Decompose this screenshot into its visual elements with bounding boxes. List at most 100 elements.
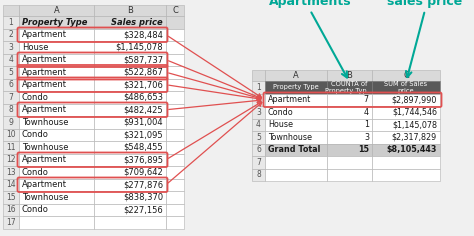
Text: 5: 5 [9, 68, 13, 77]
Text: Condo: Condo [22, 168, 49, 177]
Text: 4: 4 [256, 120, 261, 129]
Text: $522,867: $522,867 [123, 68, 163, 77]
Text: $587,737: $587,737 [123, 55, 163, 64]
FancyBboxPatch shape [19, 91, 94, 104]
FancyBboxPatch shape [372, 143, 440, 156]
Text: $2,317,829: $2,317,829 [392, 133, 437, 142]
FancyBboxPatch shape [94, 104, 166, 116]
FancyBboxPatch shape [19, 54, 94, 66]
FancyBboxPatch shape [372, 81, 440, 93]
Text: $227,156: $227,156 [123, 205, 163, 214]
FancyBboxPatch shape [372, 93, 440, 106]
FancyBboxPatch shape [3, 166, 19, 178]
Text: 14: 14 [6, 180, 16, 189]
Text: 15: 15 [358, 145, 369, 154]
FancyBboxPatch shape [3, 191, 19, 203]
Text: $709,642: $709,642 [123, 168, 163, 177]
FancyBboxPatch shape [327, 81, 372, 93]
Text: 3: 3 [364, 133, 369, 142]
FancyBboxPatch shape [265, 118, 327, 131]
FancyBboxPatch shape [19, 203, 94, 216]
FancyBboxPatch shape [19, 29, 94, 41]
Text: House: House [268, 120, 293, 129]
FancyBboxPatch shape [94, 5, 166, 16]
Text: 10: 10 [6, 130, 16, 139]
Text: 13: 13 [6, 168, 16, 177]
FancyBboxPatch shape [372, 106, 440, 118]
FancyBboxPatch shape [3, 16, 19, 29]
Text: 3: 3 [256, 108, 261, 117]
FancyBboxPatch shape [372, 118, 440, 131]
Text: 15: 15 [6, 193, 16, 202]
FancyBboxPatch shape [252, 70, 265, 81]
FancyBboxPatch shape [3, 178, 19, 191]
Text: Townhouse: Townhouse [22, 193, 69, 202]
FancyBboxPatch shape [265, 81, 327, 93]
FancyBboxPatch shape [372, 169, 440, 181]
Text: 7: 7 [9, 93, 13, 102]
Text: 6: 6 [9, 80, 13, 89]
FancyBboxPatch shape [166, 153, 184, 166]
Text: Townhouse: Townhouse [268, 133, 312, 142]
FancyBboxPatch shape [372, 156, 440, 169]
FancyBboxPatch shape [166, 216, 184, 228]
FancyBboxPatch shape [252, 143, 265, 156]
FancyBboxPatch shape [327, 106, 372, 118]
Text: Count of
Apartments: Count of Apartments [269, 0, 351, 8]
Text: Grand Total: Grand Total [268, 145, 320, 154]
Text: Townhouse: Townhouse [22, 143, 69, 152]
FancyBboxPatch shape [372, 131, 440, 143]
FancyBboxPatch shape [3, 54, 19, 66]
Text: 1: 1 [256, 83, 261, 92]
Text: Apartment: Apartment [22, 180, 67, 189]
Text: C: C [403, 71, 409, 80]
Text: Condo: Condo [22, 130, 49, 139]
FancyBboxPatch shape [166, 141, 184, 153]
FancyBboxPatch shape [3, 203, 19, 216]
FancyBboxPatch shape [327, 118, 372, 131]
Text: Sales price: Sales price [111, 18, 163, 27]
Text: A: A [54, 6, 59, 15]
FancyBboxPatch shape [166, 79, 184, 91]
Text: $1,744,546: $1,744,546 [392, 108, 437, 117]
Text: 17: 17 [6, 218, 16, 227]
Text: C: C [172, 6, 178, 15]
FancyBboxPatch shape [19, 128, 94, 141]
FancyBboxPatch shape [166, 116, 184, 128]
FancyBboxPatch shape [3, 79, 19, 91]
FancyBboxPatch shape [166, 191, 184, 203]
Text: 5: 5 [256, 133, 261, 142]
Text: House: House [22, 43, 48, 52]
FancyBboxPatch shape [265, 156, 327, 169]
Text: SUM of Sales
price: SUM of Sales price [384, 81, 428, 94]
FancyBboxPatch shape [19, 5, 94, 16]
FancyBboxPatch shape [94, 191, 166, 203]
FancyBboxPatch shape [166, 54, 184, 66]
Text: Condo: Condo [22, 205, 49, 214]
FancyBboxPatch shape [3, 91, 19, 104]
FancyBboxPatch shape [166, 128, 184, 141]
FancyBboxPatch shape [265, 70, 327, 81]
Text: 9: 9 [9, 118, 13, 127]
FancyBboxPatch shape [166, 41, 184, 54]
Text: B: B [127, 6, 133, 15]
FancyBboxPatch shape [3, 141, 19, 153]
FancyBboxPatch shape [327, 93, 372, 106]
FancyBboxPatch shape [94, 141, 166, 153]
Text: 12: 12 [6, 155, 16, 164]
FancyBboxPatch shape [19, 166, 94, 178]
Text: $277,876: $277,876 [123, 180, 163, 189]
FancyBboxPatch shape [19, 66, 94, 79]
Text: 7: 7 [364, 95, 369, 104]
FancyBboxPatch shape [166, 16, 184, 29]
FancyBboxPatch shape [3, 66, 19, 79]
FancyBboxPatch shape [252, 131, 265, 143]
FancyBboxPatch shape [94, 29, 166, 41]
FancyBboxPatch shape [19, 153, 94, 166]
FancyBboxPatch shape [3, 104, 19, 116]
Text: $1,145,078: $1,145,078 [115, 43, 163, 52]
FancyBboxPatch shape [94, 41, 166, 54]
Text: 7: 7 [256, 158, 261, 167]
Text: 11: 11 [6, 143, 16, 152]
Text: $321,095: $321,095 [123, 130, 163, 139]
